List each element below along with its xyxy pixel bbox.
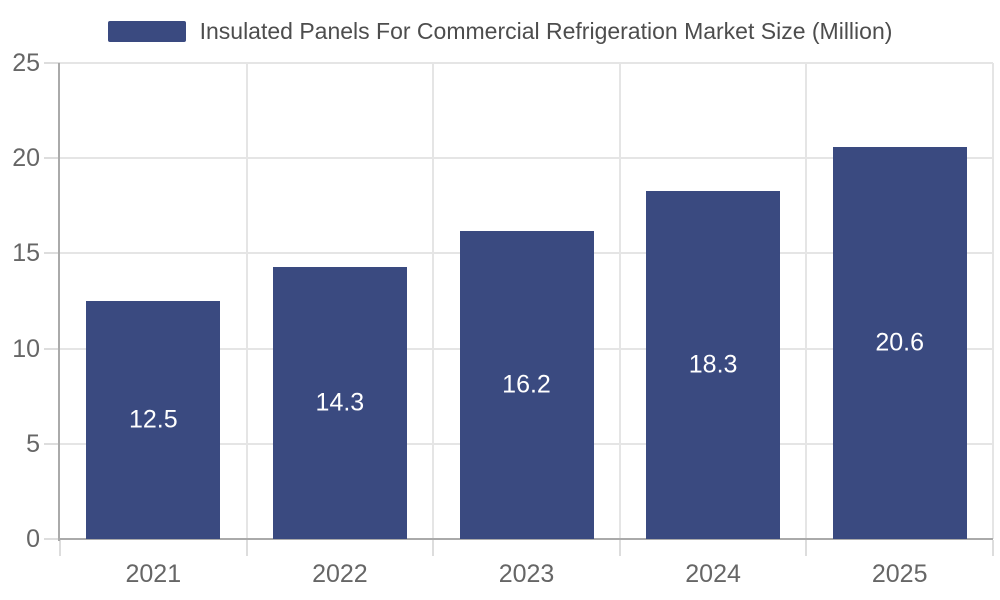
gridline-vertical <box>245 63 248 539</box>
y-axis-tick <box>44 62 60 64</box>
y-axis-tick <box>44 252 60 255</box>
bar-value-label: 18.3 <box>688 350 738 379</box>
x-axis-tick <box>59 540 61 556</box>
gridline-vertical <box>432 63 435 539</box>
y-axis-tick <box>44 538 60 540</box>
bar[interactable] <box>832 146 967 539</box>
legend: Insulated Panels For Commercial Refriger… <box>0 17 1000 45</box>
y-axis-line <box>58 63 60 541</box>
x-axis-tick-label: 2023 <box>498 560 555 588</box>
x-axis-tick-label: 2025 <box>871 560 928 588</box>
bar[interactable] <box>86 301 221 539</box>
gridline-vertical <box>618 63 621 539</box>
y-axis-tick <box>44 347 60 350</box>
x-axis-tick-label: 2024 <box>685 560 741 588</box>
bar-value-label: 12.5 <box>128 405 178 434</box>
x-axis-line <box>58 538 993 540</box>
y-axis-tick <box>44 157 60 160</box>
bar-value-label: 16.2 <box>502 370 551 399</box>
gridline-horizontal <box>60 157 993 160</box>
x-axis-tick <box>618 540 621 556</box>
gridline-horizontal <box>60 62 993 64</box>
legend-label[interactable]: Insulated Panels For Commercial Refriger… <box>199 17 893 44</box>
y-axis-tick-label: 15 <box>12 239 40 268</box>
x-axis-tick <box>805 540 808 556</box>
x-axis-tick <box>992 540 994 556</box>
y-axis-tick-label: 10 <box>12 334 40 363</box>
x-axis-tick <box>245 540 248 556</box>
y-axis-tick-label: 5 <box>26 429 40 458</box>
y-axis-tick <box>44 442 60 445</box>
bar-value-label: 20.6 <box>875 328 925 357</box>
y-axis-tick-label: 0 <box>26 525 40 553</box>
gridline-vertical <box>805 63 808 539</box>
y-axis-tick-label: 20 <box>12 144 40 173</box>
legend-swatch[interactable] <box>107 20 186 42</box>
bar[interactable] <box>459 230 594 539</box>
bar[interactable] <box>646 190 781 539</box>
x-axis-tick-label: 2021 <box>125 560 182 588</box>
bar-value-label: 14.3 <box>315 388 365 417</box>
y-axis-tick-label: 25 <box>12 49 40 77</box>
x-axis-tick-label: 2022 <box>312 560 368 588</box>
x-axis-tick <box>432 540 435 556</box>
bar[interactable] <box>272 266 407 539</box>
gridline-vertical <box>992 63 994 539</box>
